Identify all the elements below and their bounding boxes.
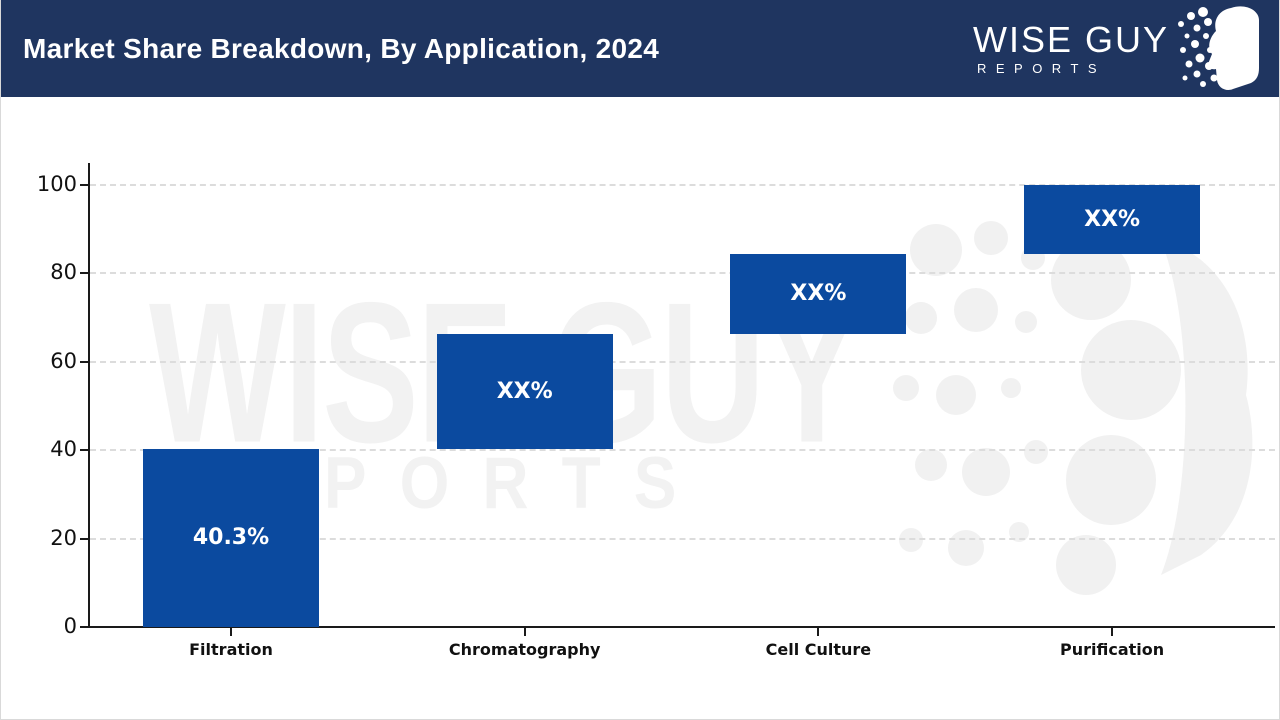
bar-filtration: 40.3% xyxy=(143,448,319,627)
header-bar: Market Share Breakdown, By Application, … xyxy=(1,0,1279,97)
x-tick-mark xyxy=(1111,628,1114,636)
y-tick-label: 100 xyxy=(36,172,77,196)
y-axis-line xyxy=(88,163,90,628)
x-tick-mark xyxy=(817,628,820,636)
watermark-dots-head-icon xyxy=(893,221,1253,595)
x-tick-mark xyxy=(523,628,526,636)
y-tick-mark xyxy=(80,449,89,452)
y-tick-label: 80 xyxy=(50,260,77,285)
y-tick-label: 60 xyxy=(50,348,77,373)
bar-value-label: 40.3% xyxy=(192,525,270,551)
y-tick-mark xyxy=(80,184,89,186)
bar-value-label: XX% xyxy=(496,378,553,404)
x-axis-label: Filtration xyxy=(189,640,273,659)
logo-wordmark: WISE GUY xyxy=(972,19,1169,60)
logo-head-icon xyxy=(1178,5,1259,90)
brand-logo: WISE GUY REPORTS xyxy=(972,5,1259,92)
gridline-y20 xyxy=(90,537,1275,540)
y-tick-label: 0 xyxy=(63,614,77,638)
bar-purification: XX% xyxy=(1024,185,1201,254)
y-tick-mark xyxy=(80,272,89,275)
x-axis-label: Purification xyxy=(1060,640,1165,659)
y-tick-mark xyxy=(80,626,89,628)
gridline-y80 xyxy=(90,272,1275,275)
bar-value-label: XX% xyxy=(1084,206,1141,232)
logo-subtext: REPORTS xyxy=(976,61,1107,76)
bar-value-label: XX% xyxy=(790,281,847,306)
y-tick-label: 20 xyxy=(50,525,77,550)
bar-chromatography: XX% xyxy=(436,333,613,449)
x-axis-line xyxy=(88,626,1275,628)
gridline-y60 xyxy=(90,360,1275,363)
y-tick-mark xyxy=(80,537,89,540)
x-tick-mark xyxy=(230,628,232,636)
y-tick-mark xyxy=(80,360,89,363)
gridline-y40 xyxy=(90,449,1275,452)
page-title: Market Share Breakdown, By Application, … xyxy=(23,32,660,64)
x-axis-label: Cell Culture xyxy=(765,640,872,659)
logo-text: WISE GUY REPORTS xyxy=(972,19,1169,76)
bar-cell-culture: XX% xyxy=(730,253,907,334)
x-axis-label: Chromatography xyxy=(448,640,601,659)
y-tick-label: 40 xyxy=(50,437,77,462)
gridline-y100 xyxy=(90,184,1275,186)
